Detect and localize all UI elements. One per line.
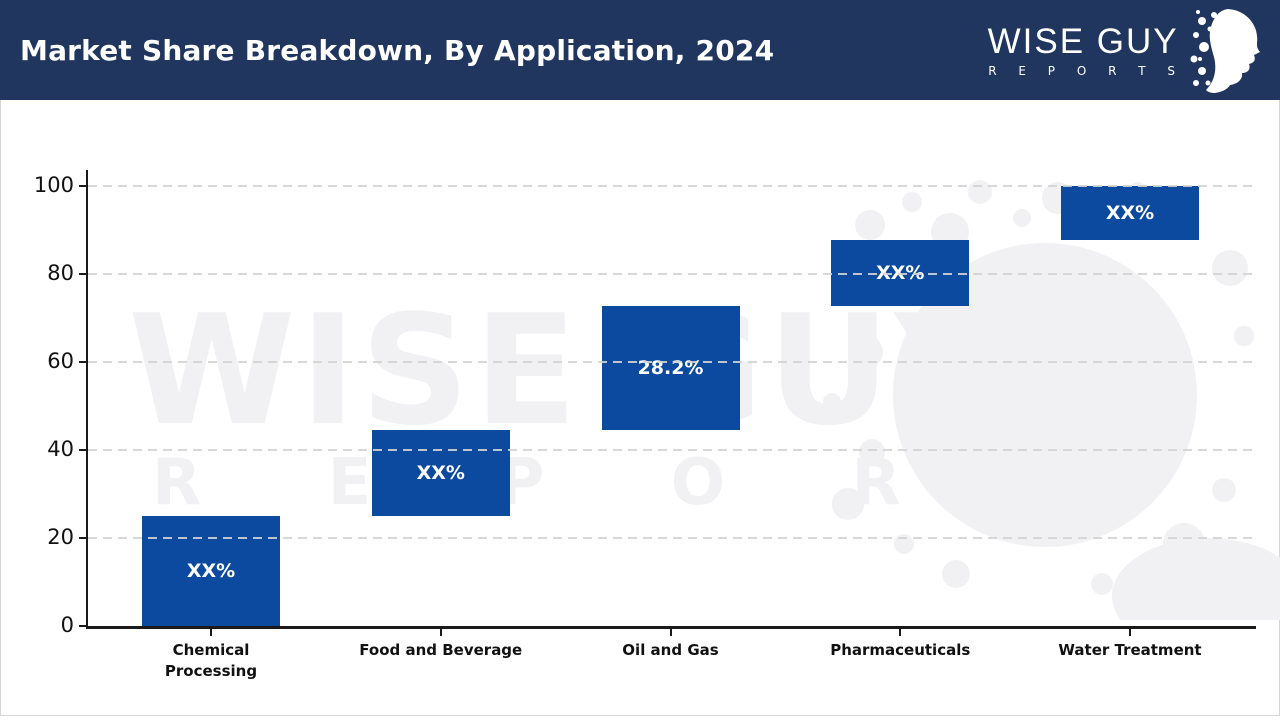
logo-wordmark: WISE GUY: [987, 21, 1179, 61]
y-gridline: [88, 361, 1256, 363]
y-tick-label: 80: [47, 261, 74, 285]
y-gridline: [88, 537, 1256, 539]
y-axis-line: [86, 170, 88, 628]
y-tick-label: 100: [33, 173, 74, 197]
x-tickmark: [1129, 628, 1131, 636]
y-gridline: [88, 449, 1256, 451]
y-tick-label: 40: [47, 437, 74, 461]
bar-food-and-beverage: XX%: [371, 430, 510, 516]
bar-value-label: XX%: [416, 462, 465, 485]
chart-title: Market Share Breakdown, By Application, …: [20, 33, 775, 67]
brand-logo: WISE GUY R E P O R T S: [982, 7, 1280, 93]
y-tick-label: 60: [47, 349, 74, 373]
y-tickmark: [79, 625, 86, 627]
x-tick-label: Pharmaceuticals: [830, 641, 971, 659]
logo-subtitle: R E P O R T S: [988, 63, 1184, 78]
y-tickmark: [79, 537, 86, 539]
x-tickmark: [899, 628, 902, 636]
x-tickmark: [210, 628, 212, 636]
y-tickmark: [79, 449, 86, 451]
x-tick-label: Food and Beverage: [359, 641, 523, 659]
x-tickmark: [669, 628, 672, 636]
header: Market Share Breakdown, By Application, …: [0, 0, 1280, 100]
y-tickmark: [79, 273, 86, 275]
bar-value-label: XX%: [186, 560, 236, 582]
bar-water-treatment: XX%: [1061, 186, 1199, 241]
y-tickmark: [79, 185, 86, 187]
x-tick-label: Chemical Processing: [164, 641, 258, 680]
logo-head-icon: [1190, 9, 1260, 93]
y-gridline: [88, 273, 1256, 275]
y-gridline: [88, 185, 1256, 187]
bar-value-label: XX%: [1105, 202, 1155, 225]
y-tickmark: [79, 361, 86, 363]
x-tick-label: Oil and Gas: [622, 641, 719, 659]
y-tick-label: 20: [47, 525, 74, 549]
y-tick-label: 0: [60, 613, 74, 637]
bar-oil-and-gas: 28.2%: [601, 306, 740, 431]
x-tickmark: [439, 628, 442, 636]
bar-chemical-processing: XX%: [142, 516, 280, 626]
x-axis-line: [86, 626, 1256, 629]
x-tick-label: Water Treatment: [1058, 641, 1202, 659]
